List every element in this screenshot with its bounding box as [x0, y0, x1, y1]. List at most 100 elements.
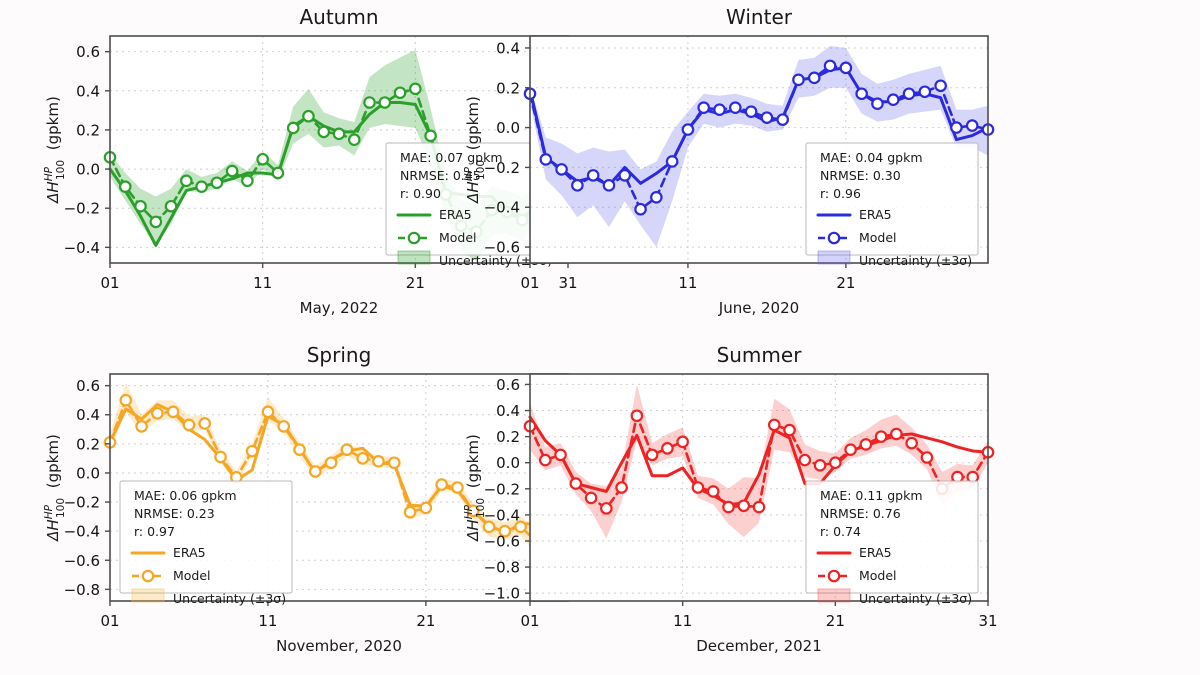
x-axis: 01 11 21 — [100, 601, 435, 630]
chart-panel-winter: Winter 0.4 0.2 0.0 −0.2 −0.4 −0.6 01 11 21 June, 2… — [420, 0, 1020, 337]
data-point — [151, 406, 164, 420]
y-tick-label: 0.2 — [76, 435, 100, 453]
legend-swatch-uncertainty — [817, 588, 851, 603]
legend-label-era5: ERA5 — [859, 545, 892, 560]
data-point — [409, 82, 422, 96]
data-point — [317, 125, 331, 139]
stat-mae: MAE: 0.04 gpkm — [820, 150, 923, 165]
data-point — [180, 174, 193, 188]
data-point — [792, 73, 805, 87]
y-tick-label: 0.0 — [496, 119, 520, 137]
y-tick-label: 0.6 — [76, 377, 100, 395]
data-point — [372, 455, 385, 468]
data-point — [198, 417, 212, 430]
legend: MAE: 0.07 gpkm NRMSE: 0.45 r: 0.90 ERA5 Mode… — [385, 142, 559, 268]
x-tick-label: 01 — [100, 612, 119, 630]
data-point — [823, 59, 837, 73]
series-line-era5 — [528, 415, 990, 506]
data-point — [839, 61, 853, 75]
stat-mae: MAE: 0.11 gpkm — [820, 488, 923, 503]
data-point — [214, 450, 227, 464]
data-point — [378, 96, 392, 109]
data-point — [286, 121, 300, 135]
data-point — [618, 169, 632, 182]
y-tick-label: −0.6 — [64, 552, 100, 570]
data-point — [256, 152, 269, 166]
y-tick-label: −0.8 — [64, 581, 100, 599]
data-point — [829, 456, 842, 470]
data-point — [586, 169, 600, 182]
legend: MAE: 0.06 gpkm NRMSE: 0.23 r: 0.97 ERA5 Mode… — [119, 480, 293, 606]
y-axis-label: ΔHHP100 (gpkm) — [43, 96, 67, 204]
data-point — [514, 520, 527, 534]
data-point — [645, 448, 659, 462]
x-tick-label: 21 — [836, 274, 855, 292]
stat-nrmse: NRMSE: 0.45 — [400, 168, 481, 183]
data-point — [435, 478, 448, 491]
data-point — [965, 119, 979, 132]
data-point — [424, 129, 437, 143]
series-markers-model — [523, 59, 995, 216]
legend-label-model: Model — [859, 568, 897, 583]
y-tick-label: −0.4 — [64, 523, 100, 541]
data-point — [886, 93, 900, 107]
x-tick-label: 21 — [416, 612, 435, 630]
data-point — [752, 500, 766, 514]
legend: MAE: 0.04 gpkm NRMSE: 0.30 r: 0.96 ERA5 Mode… — [805, 142, 979, 268]
data-point — [293, 443, 306, 456]
data-point — [195, 180, 208, 193]
data-point — [844, 443, 857, 456]
y-tick-label: 0.0 — [496, 454, 520, 472]
y-axis: 0.6 0.4 0.2 0.0 −0.2 −0.4 — [64, 43, 110, 257]
y-tick-label: −0.4 — [484, 199, 520, 217]
y-axis: 0.6 0.4 0.2 0.0 −0.2 −0.4 −0.6 −0.8 −1.0 — [484, 376, 530, 603]
panel-title: Autumn — [299, 5, 378, 29]
y-tick-label: −0.4 — [64, 239, 100, 257]
data-point — [340, 443, 354, 456]
data-point — [277, 420, 291, 433]
data-point — [245, 444, 259, 458]
data-point — [798, 453, 812, 467]
legend-label-model: Model — [439, 230, 477, 245]
data-point — [539, 153, 553, 166]
x-tick-label: 21 — [406, 274, 425, 292]
data-point — [166, 405, 180, 419]
x-tick-label: 11 — [258, 612, 277, 630]
data-point — [729, 101, 742, 114]
data-point — [760, 111, 774, 124]
y-tick-label: −0.6 — [484, 239, 520, 257]
y-tick-label: −1.0 — [484, 585, 520, 603]
x-axis-label: December, 2021 — [696, 637, 822, 655]
data-point — [630, 409, 644, 423]
legend: MAE: 0.11 gpkm NRMSE: 0.76 r: 0.74 ERA5 Mode… — [805, 480, 979, 606]
data-point — [920, 451, 934, 464]
series-markers-model — [523, 409, 995, 515]
y-tick-label: −0.2 — [64, 200, 100, 218]
y-tick-label: −0.4 — [484, 506, 520, 524]
y-tick-label: 0.6 — [76, 43, 100, 61]
y-tick-label: 0.2 — [76, 121, 100, 139]
y-tick-label: 0.4 — [76, 82, 100, 100]
data-point — [134, 199, 147, 213]
data-point — [713, 103, 726, 116]
chart-panel-spring: Spring 0.6 0.4 0.2 0.0 −0.2 −0.4 −0.6 −0.8 01 11 21… — [0, 338, 600, 675]
data-point — [241, 174, 254, 188]
data-point — [571, 179, 584, 192]
x-axis: 01 11 21 — [520, 263, 855, 292]
data-point — [182, 418, 196, 432]
x-tick-label: 21 — [826, 612, 845, 630]
data-point — [466, 504, 480, 518]
legend-label-era5: ERA5 — [173, 545, 206, 560]
data-point — [309, 465, 322, 478]
y-tick-label: −0.2 — [484, 480, 520, 498]
y-tick-label: 0.6 — [496, 376, 520, 394]
data-point — [363, 96, 376, 109]
y-tick-label: 0.4 — [496, 39, 520, 57]
legend-label-uncertainty: Uncertainty (±3σ) — [859, 253, 972, 268]
panel-title: Spring — [307, 343, 372, 367]
x-tick-label: 01 — [100, 274, 119, 292]
data-point — [634, 202, 647, 216]
data-point — [118, 180, 132, 193]
data-point — [393, 86, 407, 100]
